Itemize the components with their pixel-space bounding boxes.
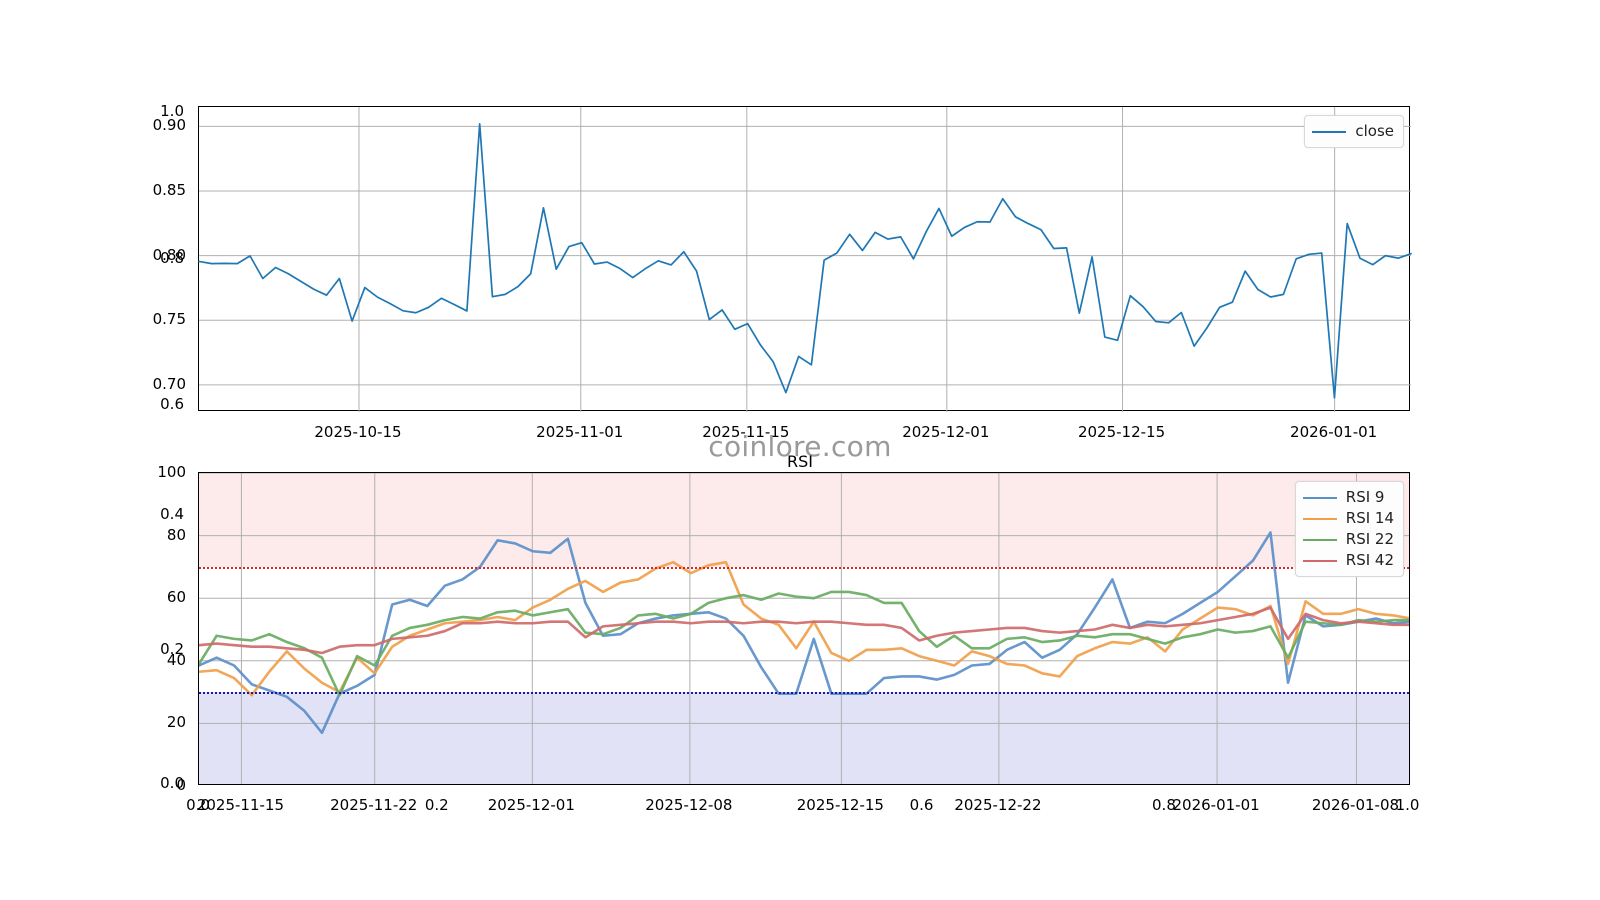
rsi-x-tick: 2025-12-22 (954, 796, 1042, 814)
price-x-tick: 2025-12-01 (902, 423, 990, 441)
rsi-y-tick: 100 (157, 463, 186, 481)
rsi-lines-svg (199, 473, 1409, 784)
rsi-y-overlay-tick: 0.4 (160, 505, 184, 524)
legend-label: RSI 9 (1345, 488, 1385, 506)
rsi-chart-title: RSI (787, 452, 813, 471)
rsi-x-tick: 2025-12-08 (645, 796, 733, 814)
legend-item-close[interactable]: close (1312, 121, 1394, 142)
price-x-tick: 2025-12-15 (1077, 423, 1166, 441)
price-chart-legend: close (1304, 115, 1404, 148)
legend-swatch-icon (1302, 538, 1337, 541)
price-y-tick: 0.70 (152, 374, 186, 393)
rsi-y-tick: 40 (166, 650, 186, 669)
rsi-y-overlay-tick: 0.2 (160, 639, 184, 658)
price-series-close (198, 122, 1412, 399)
price-chart-plot-area: close (198, 106, 1412, 412)
rsi-chart-legend: RSI 9 RSI 14 RSI 22 RSI 42 (1294, 481, 1404, 577)
price-x-tick: 2026-01-01 (1290, 423, 1378, 441)
rsi-series-RSI-9 (199, 531, 1409, 735)
legend-label: RSI 14 (1345, 509, 1394, 527)
legend-swatch-icon (1302, 559, 1337, 562)
rsi-x-overlay-tick: 1.0 (1395, 796, 1420, 814)
price-y-tick: 0.85 (152, 181, 186, 199)
oversold-band (199, 692, 1409, 784)
rsi-x-tick: 2025-11-15 (196, 796, 284, 814)
rsi-series-RSI-14 (199, 560, 1409, 697)
rsi-x-tick: 2025-12-15 (796, 796, 884, 814)
rsi-chart-plot-area: RSI 9 RSI 14 RSI 22 RSI 42 (198, 472, 1410, 785)
rsi-x-overlay-tick: 0.0 (186, 796, 210, 814)
legend-item-RSI-42[interactable]: RSI 42 (1302, 550, 1394, 571)
rsi-series-RSI-22 (199, 590, 1409, 697)
rsi-x-tick: 2025-12-01 (487, 796, 575, 814)
price-y-tick: 0.75 (152, 310, 186, 329)
legend-item-RSI-9[interactable]: RSI 9 (1302, 487, 1394, 508)
rsi-series-RSI-42 (199, 606, 1409, 655)
legend-swatch-icon (1302, 517, 1337, 520)
legend-item-RSI-14[interactable]: RSI 14 (1302, 508, 1394, 529)
rsi-y-overlay-tick: 0.0 (160, 774, 184, 793)
legend-swatch-icon (1302, 496, 1337, 499)
price-y-overlay-tick: 0.8 (160, 248, 184, 267)
rsi-x-tick: 2026-01-08 (1311, 796, 1400, 814)
rsi-y-tick: 60 (166, 588, 186, 607)
rsi-x-overlay-tick: 0.2 (424, 796, 449, 814)
price-x-tick: 2025-11-15 (702, 423, 790, 441)
price-y-overlay-tick: 0.6 (160, 395, 184, 413)
price-y-overlay-tick: 1.0 (160, 102, 184, 120)
price-y-tick: 0.90 (152, 116, 186, 135)
legend-label: RSI 42 (1345, 551, 1394, 569)
price-x-tick: 2025-10-15 (314, 423, 402, 441)
rsi-y-tick: 80 (166, 525, 186, 544)
overbought-band (199, 473, 1409, 567)
legend-label: close (1355, 122, 1394, 140)
legend-swatch-icon (1312, 130, 1347, 133)
legend-item-RSI-22[interactable]: RSI 22 (1302, 529, 1394, 550)
price-x-tick: 2025-11-01 (536, 423, 624, 441)
rsi-x-tick: 2026-01-01 (1172, 796, 1260, 814)
legend-label: RSI 22 (1345, 530, 1394, 548)
rsi-y-tick: 0 (176, 776, 186, 794)
price-y-tick: 0.80 (152, 245, 186, 264)
oversold-level-line (199, 692, 1409, 695)
overbought-level-line (199, 566, 1409, 569)
price-line-svg (198, 107, 1412, 412)
rsi-x-overlay-tick: 0.6 (909, 796, 934, 814)
rsi-x-overlay-tick: 0.8 (1152, 796, 1176, 814)
watermark: coinlore.com (708, 430, 892, 463)
rsi-y-tick: 20 (166, 713, 186, 732)
rsi-x-tick: 2025-11-22 (330, 796, 418, 814)
